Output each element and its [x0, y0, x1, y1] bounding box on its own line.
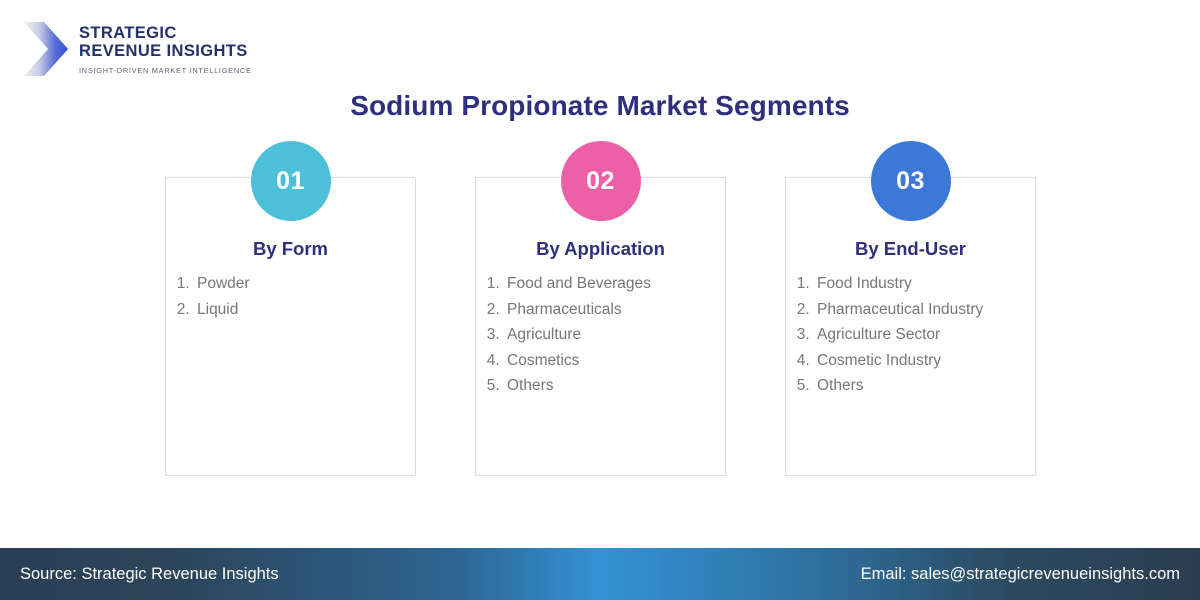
segment-list-01: Powder Liquid — [166, 271, 415, 322]
segment-card-by-application: 02 By Application Food and Beverages Pha… — [475, 141, 726, 476]
list-item: Others — [504, 373, 709, 399]
logo-wordmark: STRATEGIC REVENUE INSIGHTS INSIGHT-DRIVE… — [79, 20, 252, 75]
list-item: Liquid — [194, 297, 399, 323]
list-item: Cosmetic Industry — [814, 348, 1019, 374]
logo-tagline: INSIGHT-DRIVEN MARKET INTELLIGENCE — [79, 65, 252, 75]
footer-email: Email: sales@strategicrevenueinsights.co… — [860, 564, 1180, 583]
segment-list-03: Food Industry Pharmaceutical Industry Ag… — [786, 271, 1035, 399]
list-item: Agriculture Sector — [814, 322, 1019, 348]
segment-heading-03: By End-User — [854, 238, 967, 259]
segment-badge-02: 02 — [560, 141, 641, 221]
page-title: Sodium Propionate Market Segments — [350, 90, 850, 121]
list-item: Pharmaceuticals — [504, 297, 709, 323]
segment-heading-01: By Form — [252, 238, 329, 259]
segment-list-02: Food and Beverages Pharmaceuticals Agric… — [476, 271, 725, 399]
logo-name-line1: STRATEGIC — [79, 24, 177, 42]
list-item: Agriculture — [504, 322, 709, 348]
footer-source: Source: Strategic Revenue Insights — [20, 564, 279, 583]
footer-bar: Source: Strategic Revenue Insights Email… — [0, 548, 1200, 600]
list-item: Pharmaceutical Industry — [814, 297, 1019, 323]
segment-badge-03: 03 — [870, 141, 951, 221]
segment-badge-01: 01 — [250, 141, 331, 221]
list-item: Cosmetics — [504, 348, 709, 374]
chevron-arrow-icon — [24, 22, 68, 76]
logo-name-line2: REVENUE INSIGHTS — [79, 42, 248, 61]
segment-card-by-form: 01 By Form Powder Liquid — [165, 141, 416, 476]
segment-cards: 01 By Form Powder Liquid 02 By Applicati… — [0, 141, 1200, 477]
segment-card-by-end-user: 03 By End-User Food Industry Pharmaceuti… — [785, 141, 1036, 476]
list-item: Powder — [194, 271, 399, 297]
list-item: Others — [814, 373, 1019, 399]
list-item: Food Industry — [814, 271, 1019, 297]
list-item: Food and Beverages — [504, 271, 709, 297]
segment-heading-02: By Application — [536, 238, 665, 259]
brand-logo: STRATEGIC REVENUE INSIGHTS INSIGHT-DRIVE… — [22, 20, 252, 78]
